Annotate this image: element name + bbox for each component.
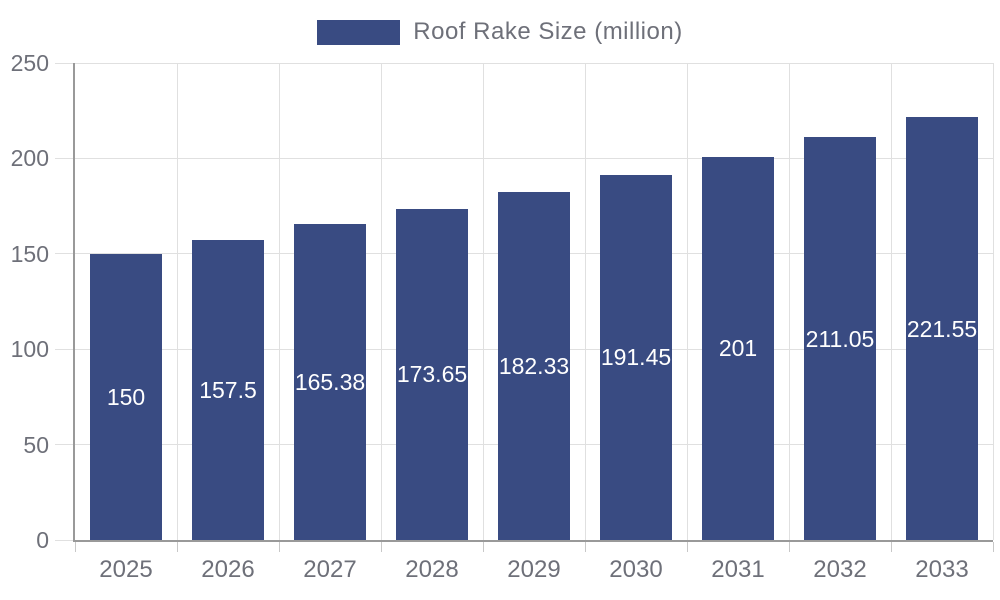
y-axis-tick	[55, 348, 73, 350]
x-gridline	[482, 63, 484, 540]
plot-area: 0 50 100 150 200 250 150 2025 157.5 2026 165.38 202…	[11, 51, 994, 583]
x-axis-tick-label: 2027	[303, 556, 357, 583]
x-axis-tick-label: 2031	[711, 556, 765, 583]
y-axis-tick-label: 200	[10, 145, 49, 172]
bar-2031[interactable]	[702, 156, 774, 540]
x-axis-tick	[482, 542, 484, 552]
y-axis-tick	[55, 539, 73, 541]
y-axis-tick-label: 250	[10, 50, 49, 76]
y-axis-tick-label: 0	[36, 527, 49, 553]
y-axis-tick-label: 150	[10, 240, 49, 267]
bar-2026[interactable]	[192, 239, 264, 540]
x-axis-tick	[74, 542, 76, 552]
x-axis-tick	[992, 542, 994, 552]
x-gridline	[890, 63, 892, 540]
bar-2028[interactable]	[396, 208, 468, 540]
x-axis-tick	[584, 542, 586, 552]
legend-swatch-icon	[317, 19, 401, 45]
bar-2032[interactable]	[804, 137, 876, 540]
x-gridline	[380, 63, 382, 540]
y-axis-tick	[55, 253, 73, 255]
y-axis-tick	[55, 62, 73, 64]
x-axis-tick-label: 2032	[813, 556, 867, 583]
x-axis-tick-label: 2029	[507, 556, 561, 583]
y-axis-tick	[55, 444, 73, 446]
bar-2033[interactable]	[906, 117, 978, 540]
y-axis-tick-label: 50	[23, 431, 49, 458]
x-axis-tick	[380, 542, 382, 552]
bar-2027[interactable]	[294, 224, 366, 540]
x-axis-tick	[686, 542, 688, 552]
x-axis-tick	[278, 542, 280, 552]
x-axis-tick-label: 2030	[609, 556, 663, 583]
x-axis-line	[73, 540, 993, 542]
x-gridline	[278, 63, 280, 540]
y-axis-line	[73, 63, 75, 540]
x-axis-tick	[788, 542, 790, 552]
x-gridline	[992, 63, 994, 540]
y-gridline	[75, 62, 993, 64]
bar-2025[interactable]	[90, 253, 162, 540]
x-gridline	[176, 63, 178, 540]
x-gridline	[584, 63, 586, 540]
legend[interactable]: Roof Rake Size (million)	[0, 17, 1000, 47]
x-axis-tick	[890, 542, 892, 552]
x-axis-tick-label: 2026	[201, 556, 255, 583]
x-gridline	[686, 63, 688, 540]
x-axis-tick	[176, 542, 178, 552]
bar-2029[interactable]	[498, 192, 570, 540]
x-axis-tick-label: 2028	[405, 556, 459, 583]
x-axis-tick-label: 2033	[915, 556, 969, 583]
y-axis-tick	[55, 157, 73, 159]
y-axis-tick-label: 100	[10, 336, 49, 363]
x-gridline	[788, 63, 790, 540]
legend-label: Roof Rake Size (million)	[413, 18, 683, 45]
y-gridline	[75, 157, 993, 159]
x-axis-tick-label: 2025	[99, 556, 153, 583]
bar-2030[interactable]	[600, 174, 672, 540]
